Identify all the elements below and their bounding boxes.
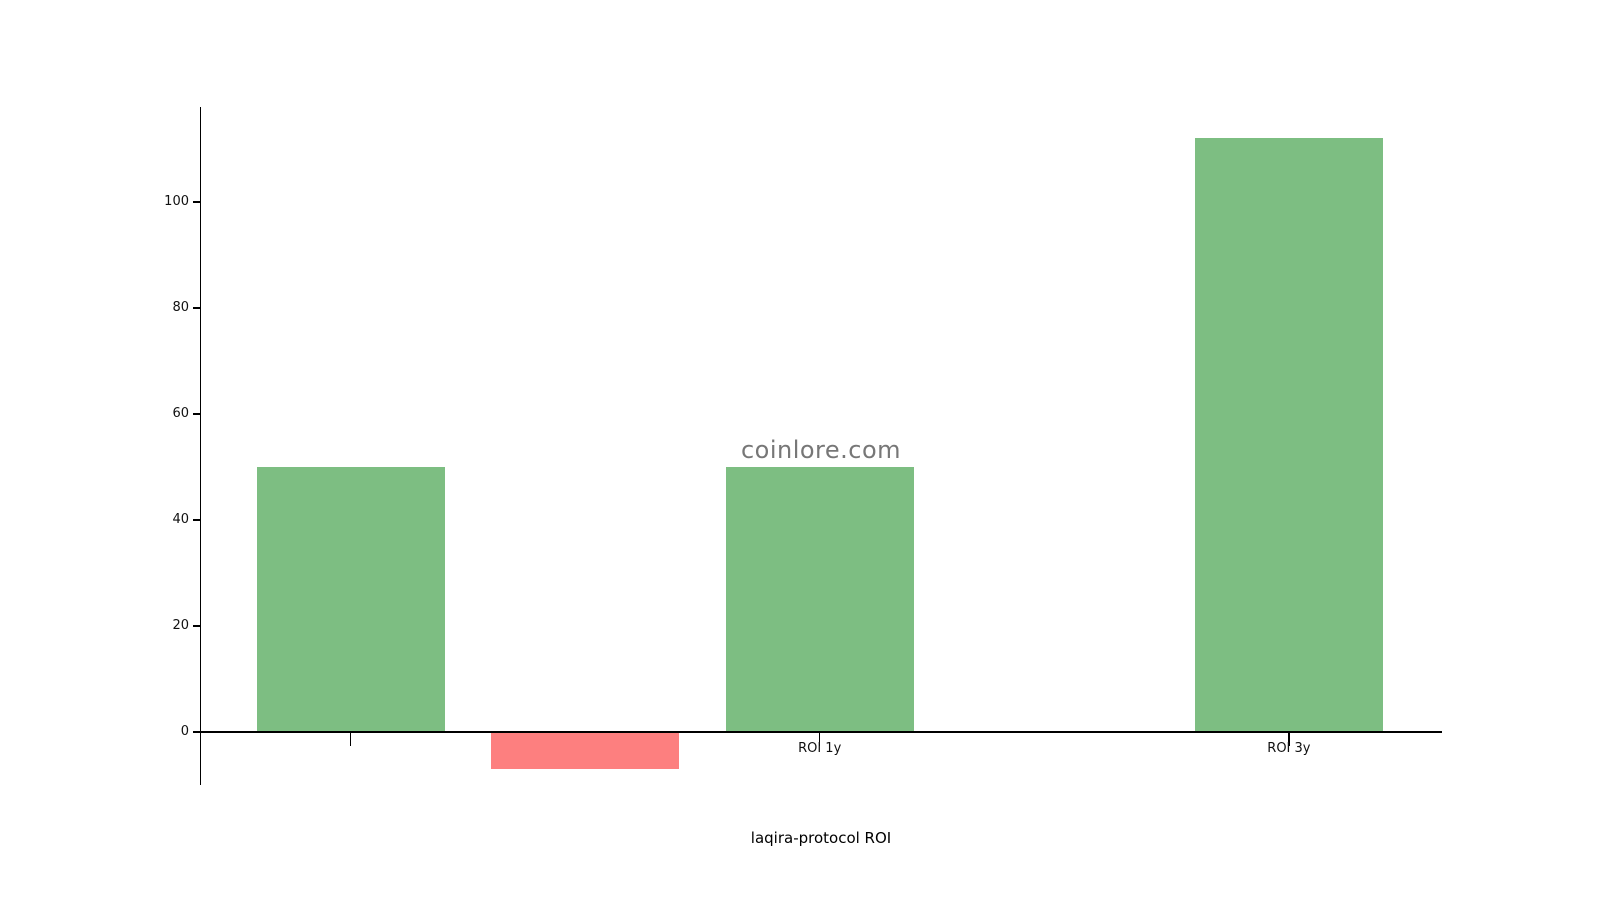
y-axis-tick (193, 413, 200, 415)
x-axis-tick (1288, 732, 1290, 746)
x-axis-tick (819, 732, 821, 746)
watermark-text: coinlore.com (740, 436, 902, 464)
y-axis-tick (193, 307, 200, 309)
y-axis-line (200, 107, 202, 785)
bar-roi-1y (725, 467, 914, 732)
bar-roi-3y (1194, 138, 1383, 732)
y-axis-tick (193, 519, 200, 521)
bar-category-1 (256, 467, 445, 732)
x-axis-tick-label: ROI 1y (798, 741, 842, 756)
bar-category-2 (491, 732, 680, 770)
chart-title: laqira-protocol ROI (750, 829, 892, 847)
x-axis-tick-label: ROI 3y (1267, 741, 1311, 756)
y-axis-tick-label: 40 (172, 512, 189, 527)
y-axis-tick (193, 625, 200, 627)
y-axis-tick (193, 201, 200, 203)
y-axis-tick-label: 60 (172, 406, 189, 421)
y-axis-tick-label: 0 (180, 724, 189, 739)
y-axis-tick-label: 20 (172, 618, 189, 633)
y-axis-tick (193, 731, 200, 733)
y-axis-tick-label: 100 (164, 194, 189, 209)
x-axis-tick (349, 732, 352, 746)
y-axis-tick-label: 80 (172, 300, 189, 315)
x-axis-line (200, 731, 1442, 733)
